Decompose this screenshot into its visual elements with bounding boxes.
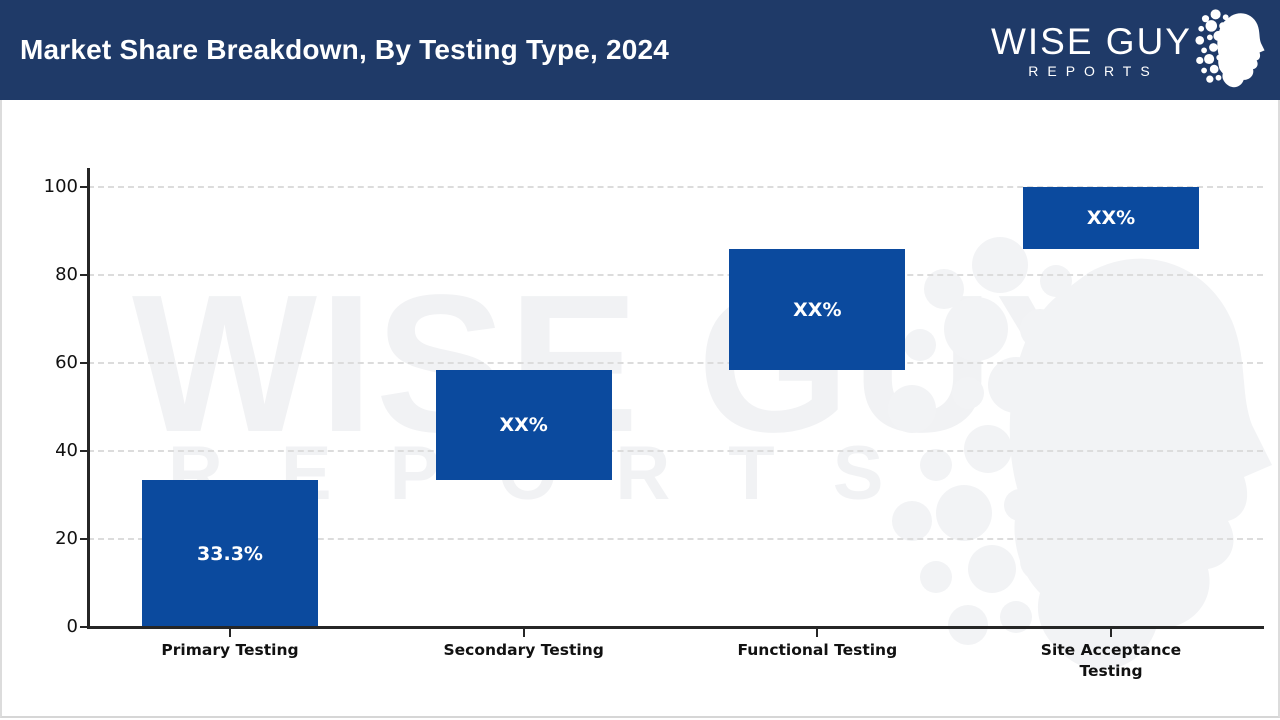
logo-subtitle: REPORTS (1028, 62, 1159, 79)
x-category-label-2: Secondary Testing (443, 641, 604, 659)
y-tick-label-40: 40 (55, 440, 78, 461)
gridline-100 (88, 186, 1263, 188)
gridline-60 (88, 362, 1263, 364)
y-tick-60 (80, 362, 88, 364)
gridline-80 (88, 274, 1263, 276)
y-tick-80 (80, 274, 88, 276)
logo-text: WISE GUY REPORTS (991, 23, 1192, 78)
chart-title: Market Share Breakdown, By Testing Type,… (20, 34, 670, 65)
x-tick-3 (816, 629, 819, 637)
bar-value-label-1: 33.3% (197, 542, 263, 565)
y-tick-0 (80, 626, 88, 628)
x-tick-4 (1110, 629, 1112, 637)
y-tick-label-20: 20 (55, 528, 78, 549)
x-axis-line (87, 626, 1264, 629)
x-category-label-4: Site Acceptance Testing (1040, 641, 1182, 680)
x-category-label-3: Functional Testing (737, 641, 898, 659)
bar-value-label-3: XX% (793, 298, 842, 321)
bar-value-label-2: XX% (499, 414, 548, 437)
bar-value-label-4: XX% (1086, 206, 1136, 229)
y-tick-label-80: 80 (55, 264, 78, 285)
x-category-label-1: Primary Testing (161, 641, 299, 659)
y-tick-100 (80, 186, 88, 188)
bar-4: XX% (1023, 187, 1199, 249)
logo-head-icon (1195, 9, 1265, 88)
gridline-20 (88, 538, 1263, 540)
bar-1: 33.3% (142, 480, 318, 627)
page-frame (0, 100, 1280, 718)
y-tick-20 (80, 538, 88, 540)
y-axis-line (87, 168, 90, 629)
wiseguy-logo: WISE GUY REPORTS (991, 8, 1266, 92)
x-tick-1 (229, 629, 231, 637)
x-tick-2 (522, 629, 525, 637)
y-tick-label-100: 100 (43, 176, 78, 197)
logo-wordmark: WISE GUY (990, 20, 1192, 62)
gridline-40 (88, 450, 1263, 452)
y-tick-label-60: 60 (55, 352, 78, 373)
y-tick-40 (80, 450, 88, 452)
bar-3: XX% (729, 248, 906, 371)
bar-2: XX% (435, 370, 612, 481)
y-tick-label-0: 0 (66, 616, 78, 637)
header-bar: Market Share Breakdown, By Testing Type,… (0, 0, 1280, 100)
